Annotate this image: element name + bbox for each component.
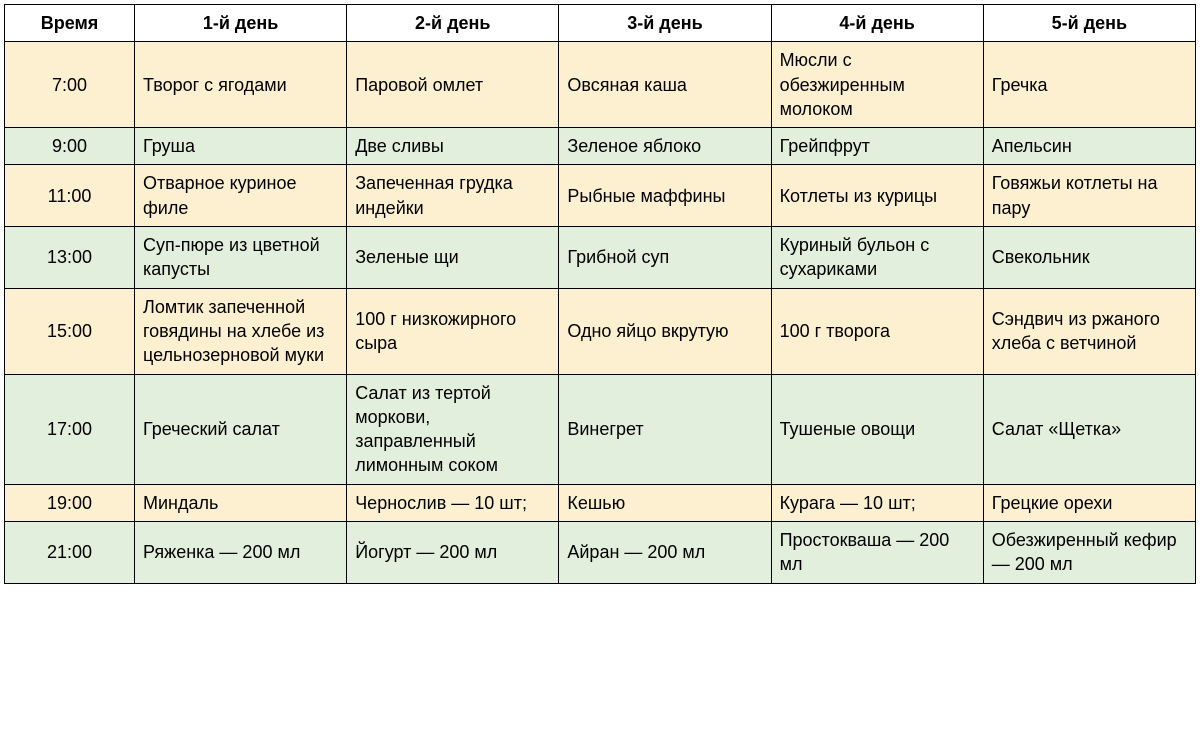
- meal-cell: Айран — 200 мл: [559, 522, 771, 584]
- meal-cell: Куриный бульон с сухариками: [771, 227, 983, 289]
- meal-cell: Мюсли с обезжиренным молоком: [771, 42, 983, 128]
- meal-plan-table: Время 1-й день 2-й день 3-й день 4-й ден…: [4, 4, 1196, 584]
- meal-cell: Овсяная каша: [559, 42, 771, 128]
- meal-cell: Свекольник: [983, 227, 1195, 289]
- meal-cell: Ряженка — 200 мл: [135, 522, 347, 584]
- time-cell: 7:00: [5, 42, 135, 128]
- meal-cell: Ломтик запеченной говядины на хлебе из ц…: [135, 288, 347, 374]
- meal-cell: Апельсин: [983, 128, 1195, 165]
- meal-cell: Йогурт — 200 мл: [347, 522, 559, 584]
- meal-cell: Грейпфрут: [771, 128, 983, 165]
- table-row: 13:00Суп-пюре из цветной капустыЗеленые …: [5, 227, 1196, 289]
- meal-cell: Чернослив — 10 шт;: [347, 484, 559, 521]
- meal-cell: Кешью: [559, 484, 771, 521]
- meal-cell: Зеленые щи: [347, 227, 559, 289]
- table-row: 19:00МиндальЧернослив — 10 шт;КешьюКураг…: [5, 484, 1196, 521]
- meal-cell: Греческий салат: [135, 374, 347, 484]
- meal-cell: Гречка: [983, 42, 1195, 128]
- meal-cell: Миндаль: [135, 484, 347, 521]
- meal-cell: Грецкие орехи: [983, 484, 1195, 521]
- meal-cell: Котлеты из курицы: [771, 165, 983, 227]
- meal-cell: Рыбные маффины: [559, 165, 771, 227]
- table-row: 11:00Отварное куриное филеЗапеченная гру…: [5, 165, 1196, 227]
- meal-cell: Паровой омлет: [347, 42, 559, 128]
- meal-cell: Салат из тертой моркови, заправленный ли…: [347, 374, 559, 484]
- meal-cell: Творог с ягодами: [135, 42, 347, 128]
- meal-cell: Одно яйцо вкрутую: [559, 288, 771, 374]
- meal-cell: Простокваша — 200 мл: [771, 522, 983, 584]
- meal-cell: Говяжьи котлеты на пару: [983, 165, 1195, 227]
- meal-cell: Две сливы: [347, 128, 559, 165]
- time-cell: 21:00: [5, 522, 135, 584]
- meal-cell: Тушеные овощи: [771, 374, 983, 484]
- col-header-day-3: 3-й день: [559, 5, 771, 42]
- time-cell: 19:00: [5, 484, 135, 521]
- meal-cell: Салат «Щетка»: [983, 374, 1195, 484]
- col-header-day-5: 5-й день: [983, 5, 1195, 42]
- time-cell: 17:00: [5, 374, 135, 484]
- meal-cell: Зеленое яблоко: [559, 128, 771, 165]
- meal-cell: Курага — 10 шт;: [771, 484, 983, 521]
- col-header-day-4: 4-й день: [771, 5, 983, 42]
- meal-cell: Грибной суп: [559, 227, 771, 289]
- meal-cell: Отварное куриное филе: [135, 165, 347, 227]
- table-row: 17:00Греческий салатСалат из тертой морк…: [5, 374, 1196, 484]
- table-body: 7:00Творог с ягодамиПаровой омлетОвсяная…: [5, 42, 1196, 583]
- meal-cell: Обезжиренный кефир — 200 мл: [983, 522, 1195, 584]
- time-cell: 13:00: [5, 227, 135, 289]
- table-header-row: Время 1-й день 2-й день 3-й день 4-й ден…: [5, 5, 1196, 42]
- table-row: 7:00Творог с ягодамиПаровой омлетОвсяная…: [5, 42, 1196, 128]
- table-row: 9:00ГрушаДве сливыЗеленое яблокоГрейпфру…: [5, 128, 1196, 165]
- time-cell: 11:00: [5, 165, 135, 227]
- meal-cell: Суп-пюре из цветной капусты: [135, 227, 347, 289]
- col-header-day-2: 2-й день: [347, 5, 559, 42]
- meal-cell: Запеченная грудка индейки: [347, 165, 559, 227]
- table-row: 21:00Ряженка — 200 млЙогурт — 200 млАйра…: [5, 522, 1196, 584]
- time-cell: 15:00: [5, 288, 135, 374]
- time-cell: 9:00: [5, 128, 135, 165]
- meal-cell: Сэндвич из ржаного хлеба с ветчиной: [983, 288, 1195, 374]
- col-header-day-1: 1-й день: [135, 5, 347, 42]
- meal-cell: Груша: [135, 128, 347, 165]
- meal-cell: Винегрет: [559, 374, 771, 484]
- meal-cell: 100 г творога: [771, 288, 983, 374]
- col-header-time: Время: [5, 5, 135, 42]
- meal-cell: 100 г низкожирного сыра: [347, 288, 559, 374]
- table-row: 15:00Ломтик запеченной говядины на хлебе…: [5, 288, 1196, 374]
